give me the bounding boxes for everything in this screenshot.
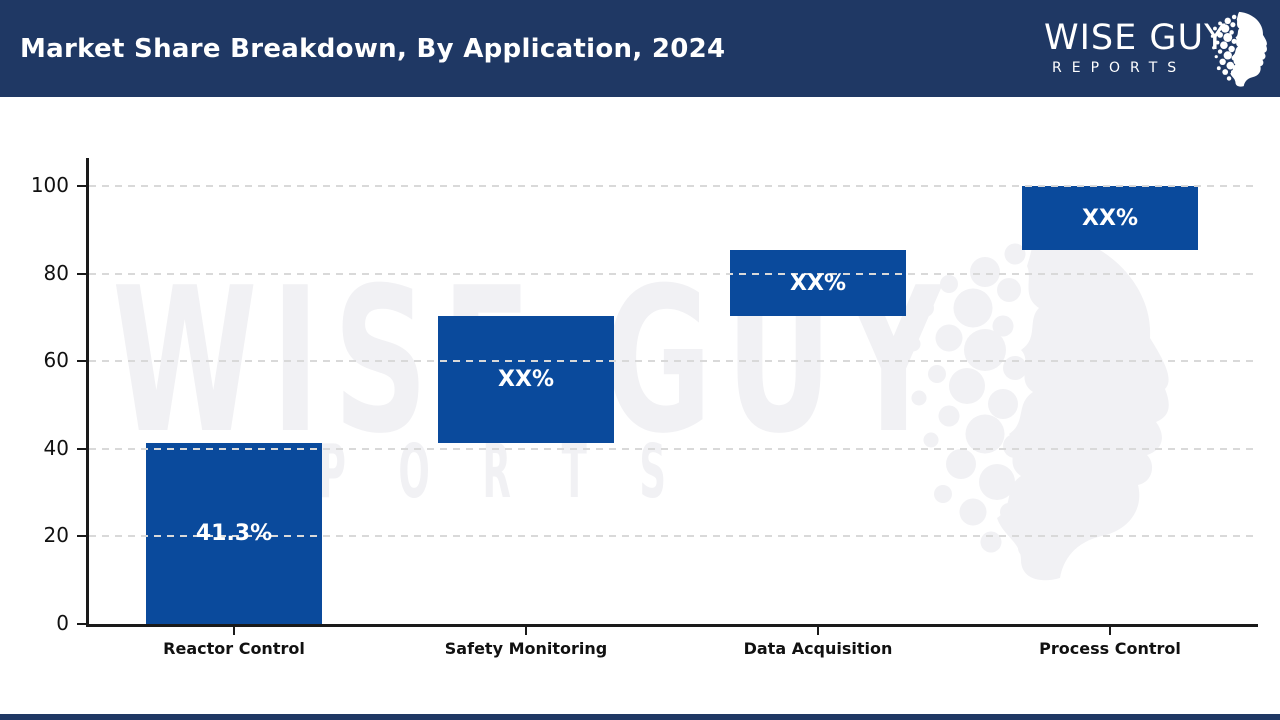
logo-head-icon [1210,11,1267,87]
y-tick-mark-20 [77,535,86,538]
y-tick-label-40: 40 [43,435,69,460]
gridline-80 [89,272,1257,275]
y-tick-mark-80 [77,272,86,275]
bar-value-label-reactor-control: 41.3% [195,521,273,547]
x-tick-mark-data-acquisition [817,627,819,635]
logo-wordmark: WISE GUY [1044,18,1227,58]
footer-bar [0,714,1280,720]
bar-value-label-data-acquisition: XX% [790,270,846,296]
header-bar: Market Share Breakdown, By Application, … [0,0,1280,97]
x-axis-label-reactor-control: Reactor Control [163,639,305,658]
x-tick-mark-safety-monitoring [525,627,527,635]
gridline-60 [89,360,1257,363]
bar-safety-monitoring [438,315,614,444]
gridline-20 [89,535,1257,538]
y-tick-label-0: 0 [56,611,69,635]
page-title: Market Share Breakdown, By Application, … [20,33,726,64]
y-tick-label-60: 60 [43,348,69,373]
x-tick-mark-reactor-control [233,627,235,635]
x-axis-label-process-control: Process Control [1039,639,1181,658]
x-axis-label-safety-monitoring: Safety Monitoring [444,639,608,658]
y-tick-label-20: 20 [43,523,69,548]
logo-subtext: REPORTS [1052,60,1187,76]
gridline-100 [89,185,1257,187]
bar-value-label-safety-monitoring: XX% [498,366,554,392]
gridline-40 [89,447,1257,450]
y-axis-spine [86,158,89,627]
x-axis-label-data-acquisition: Data Acquisition [743,639,893,658]
y-tick-label-100: 100 [30,173,69,197]
bar-reactor-control [146,443,322,624]
y-tick-mark-100 [77,185,86,187]
y-tick-label-80: 80 [43,260,69,285]
bar-data-acquisition [730,250,906,316]
x-axis-spine [86,624,1258,627]
y-tick-mark-60 [77,360,86,363]
bar-value-label-process-control: XX% [1082,205,1138,231]
logo: WISE GUY REPORTS [1008,5,1272,93]
y-tick-mark-40 [77,447,86,450]
x-tick-mark-process-control [1109,627,1111,635]
y-tick-mark-0 [77,623,86,625]
